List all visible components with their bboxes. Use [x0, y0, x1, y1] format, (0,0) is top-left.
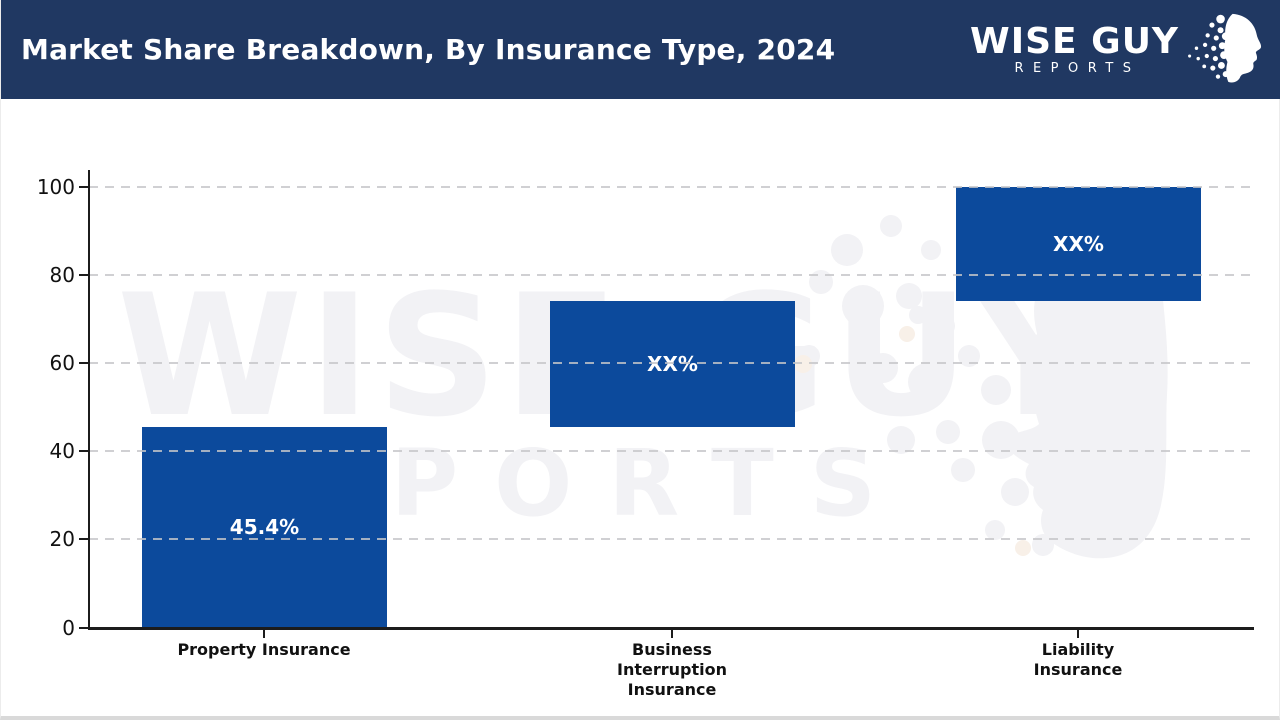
- x-label-property-insurance: Property Insurance: [177, 640, 351, 659]
- y-tick-label-60: 60: [49, 350, 75, 375]
- y-tick-label-40: 40: [49, 439, 75, 464]
- y-tick-mark-100: [79, 185, 89, 188]
- y-tick-label-0: 0: [62, 615, 75, 640]
- gridline-100: [89, 185, 1254, 188]
- brand-name: WISE GUY: [969, 20, 1179, 62]
- x-label-liability-insurance: Liability Insurance: [1033, 640, 1123, 679]
- x-tick-mark-2: [1077, 629, 1079, 638]
- gridline-80: [89, 273, 1254, 276]
- bar-value-label: 45.4%: [229, 515, 300, 540]
- gridline-40: [89, 450, 1254, 453]
- x-label-business-interruption-insurance: Business Interruption Insurance: [617, 640, 727, 699]
- wiseguy-head-icon: [1188, 13, 1262, 82]
- bar-business-interruption-insurance: XX%: [550, 301, 795, 428]
- brand-logo: WISE GUY REPORTS: [970, 7, 1280, 93]
- x-tick-mark-1: [671, 629, 673, 638]
- y-tick-mark-40: [79, 450, 89, 453]
- y-tick-label-80: 80: [49, 262, 75, 287]
- y-axis-spine: [88, 170, 90, 629]
- brand-subtitle: REPORTS: [1014, 60, 1141, 76]
- gridline-60: [89, 361, 1254, 364]
- y-tick-label-20: 20: [49, 527, 75, 552]
- chart-plot-area: 45.4% XX% XX% 0 20 40 60 80 100 Property Insu…: [1, 99, 1280, 720]
- brand-text: WISE GUY REPORTS: [969, 20, 1179, 76]
- x-axis-spine: [88, 627, 1254, 630]
- y-tick-mark-20: [79, 538, 89, 541]
- y-tick-mark-80: [79, 273, 89, 276]
- x-tick-mark-0: [263, 629, 265, 638]
- y-tick-mark-0: [79, 626, 89, 629]
- page-title: Market Share Breakdown, By Insurance Typ…: [21, 33, 836, 66]
- bar-value-label: XX%: [1053, 231, 1104, 256]
- y-tick-mark-60: [79, 361, 89, 364]
- bar-liability-insurance: XX%: [956, 186, 1201, 302]
- gridline-20: [89, 538, 1254, 541]
- bar-property-insurance: 45.4%: [142, 427, 387, 628]
- header-bar: Market Share Breakdown, By Insurance Typ…: [1, 0, 1280, 99]
- bar-value-label: XX%: [647, 352, 698, 377]
- y-tick-label-100: 100: [36, 174, 75, 199]
